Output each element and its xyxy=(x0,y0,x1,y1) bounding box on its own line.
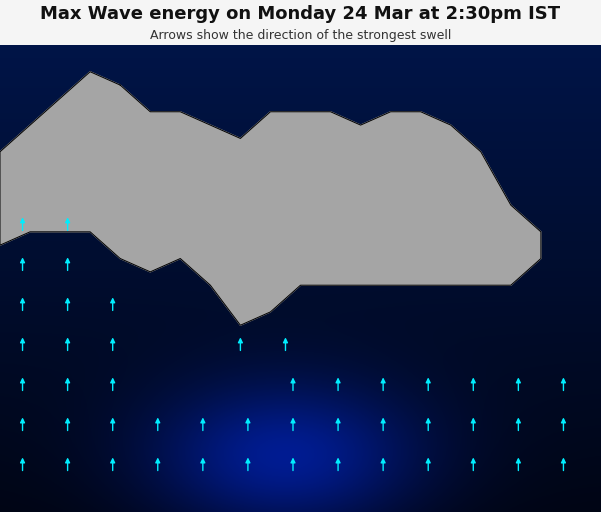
Polygon shape xyxy=(0,72,541,325)
Text: Arrows show the direction of the strongest swell: Arrows show the direction of the stronge… xyxy=(150,29,451,41)
Text: Max Wave energy on Monday 24 Mar at 2:30pm IST: Max Wave energy on Monday 24 Mar at 2:30… xyxy=(40,5,561,23)
